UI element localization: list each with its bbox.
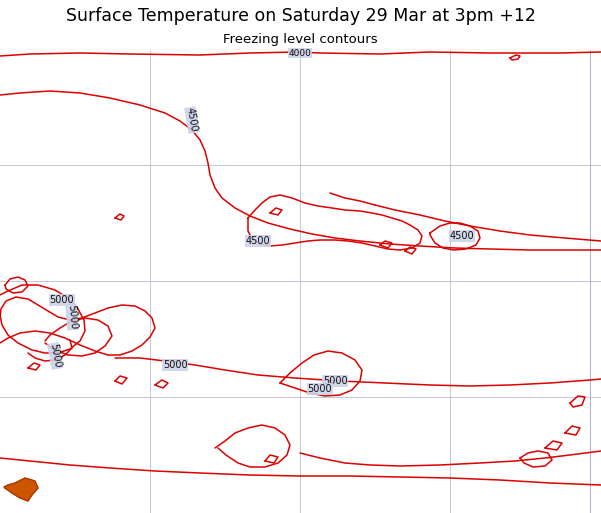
Text: 4500: 4500 bbox=[185, 107, 199, 133]
Text: 5000: 5000 bbox=[50, 295, 75, 305]
Text: 5000: 5000 bbox=[323, 376, 347, 386]
Text: 5000: 5000 bbox=[163, 360, 188, 370]
Text: 4500: 4500 bbox=[246, 236, 270, 246]
Polygon shape bbox=[4, 478, 38, 501]
Text: 4500: 4500 bbox=[450, 231, 474, 241]
Text: 5000: 5000 bbox=[66, 304, 78, 330]
Text: 5000: 5000 bbox=[308, 384, 332, 394]
Text: Surface Temperature on Saturday 29 Mar at 3pm +12: Surface Temperature on Saturday 29 Mar a… bbox=[66, 7, 535, 25]
Text: 4000: 4000 bbox=[288, 49, 311, 57]
Text: Freezing level contours: Freezing level contours bbox=[223, 32, 378, 46]
Text: 5000: 5000 bbox=[48, 343, 62, 369]
